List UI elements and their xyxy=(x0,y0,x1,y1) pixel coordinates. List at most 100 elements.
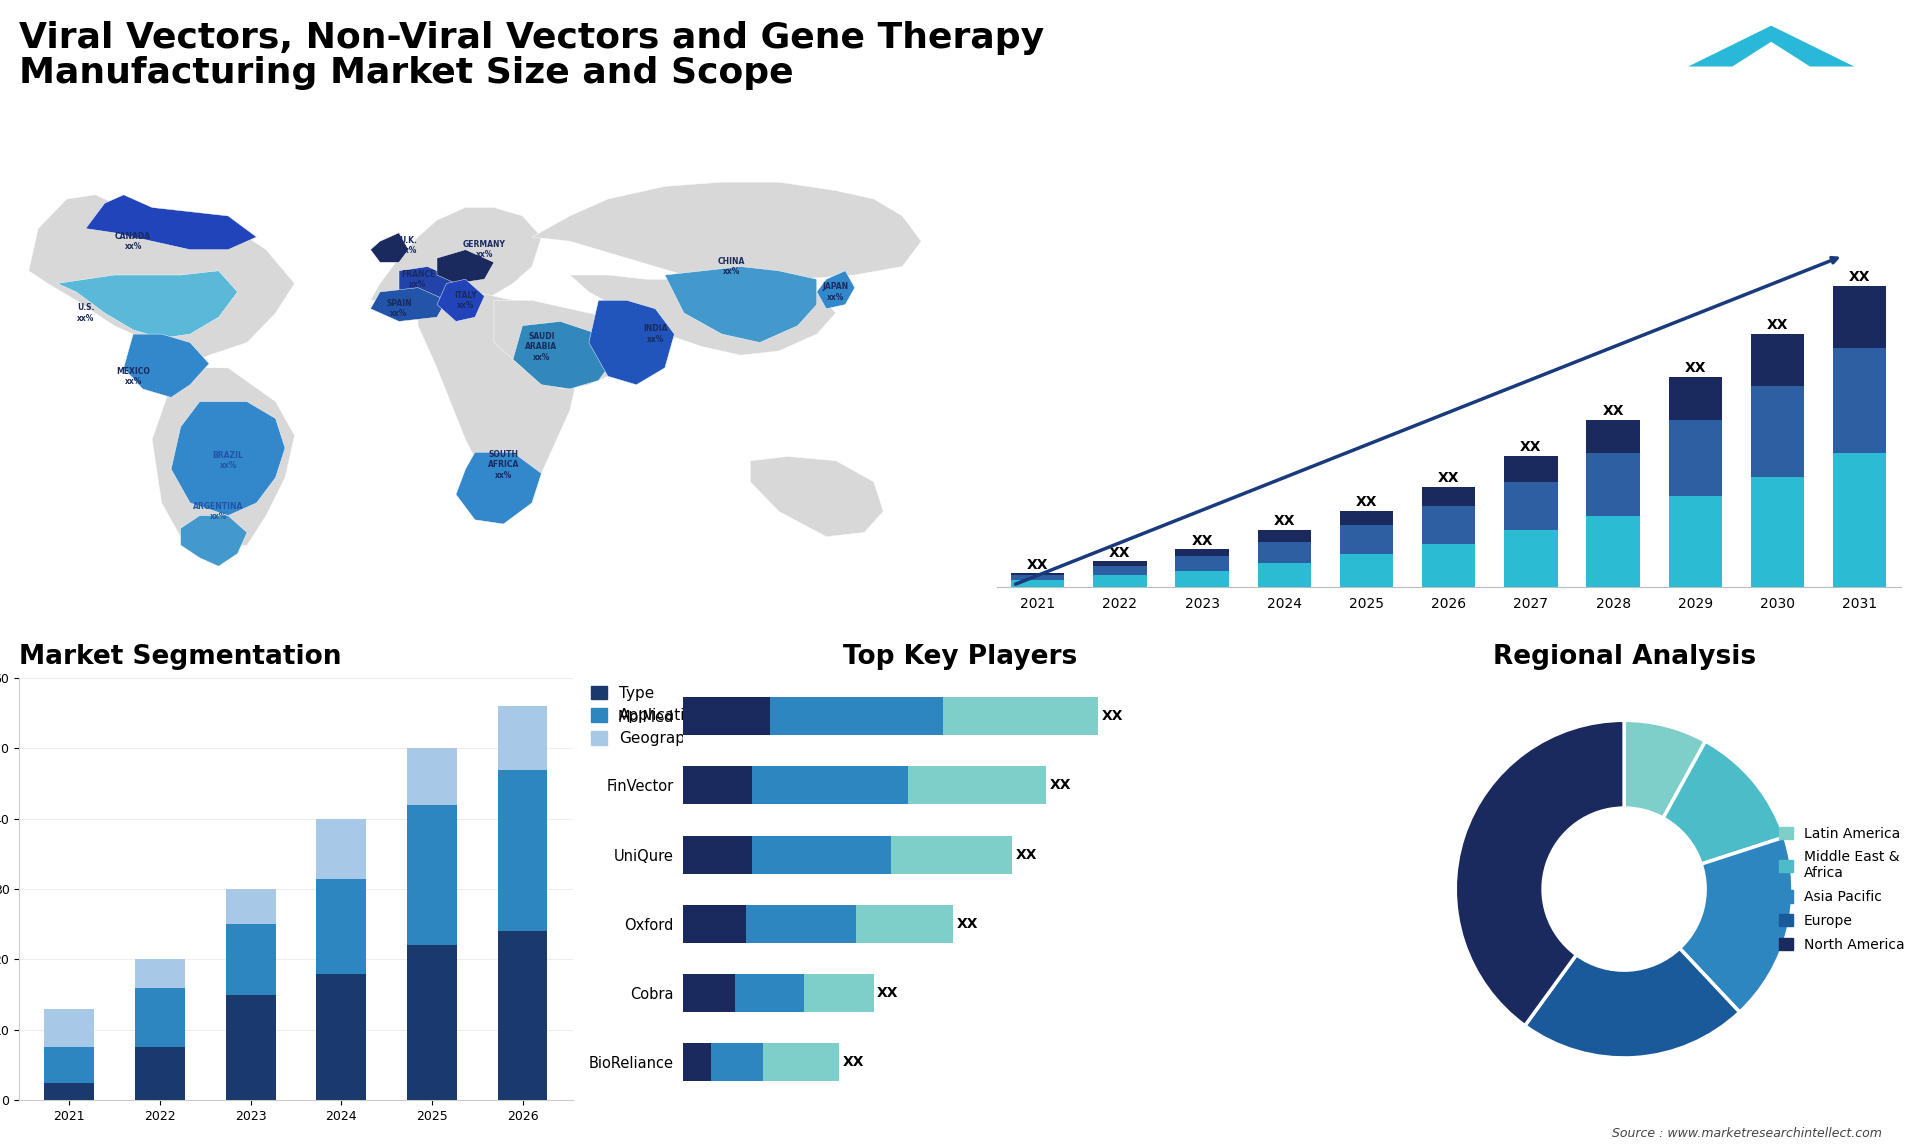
Bar xyxy=(497,706,547,769)
Text: Viral Vectors, Non-Viral Vectors and Gene Therapy: Viral Vectors, Non-Viral Vectors and Gen… xyxy=(19,21,1044,55)
Bar xyxy=(1340,525,1394,554)
Bar xyxy=(1586,419,1640,454)
Wedge shape xyxy=(1624,721,1705,818)
Bar xyxy=(1834,454,1887,588)
Text: XX: XX xyxy=(1356,495,1377,509)
Polygon shape xyxy=(438,250,493,283)
Polygon shape xyxy=(171,401,284,516)
Bar xyxy=(684,835,753,873)
Polygon shape xyxy=(751,456,883,536)
Text: JAPAN
xx%: JAPAN xx% xyxy=(822,282,849,301)
Bar xyxy=(684,1043,710,1081)
Bar xyxy=(227,925,275,995)
Bar xyxy=(762,1043,839,1081)
Bar xyxy=(1340,511,1394,525)
Bar xyxy=(44,1083,94,1100)
Text: CHINA
xx%: CHINA xx% xyxy=(718,257,745,276)
Bar xyxy=(227,889,275,925)
Text: MEXICO
xx%: MEXICO xx% xyxy=(117,367,150,386)
Bar xyxy=(684,767,753,804)
Text: ARGENTINA
xx%: ARGENTINA xx% xyxy=(194,502,244,521)
Polygon shape xyxy=(455,453,541,524)
Bar xyxy=(1751,477,1805,588)
Polygon shape xyxy=(152,368,294,549)
Polygon shape xyxy=(29,195,294,368)
Bar xyxy=(227,995,275,1100)
Bar xyxy=(684,904,745,943)
Text: Manufacturing Market Size and Scope: Manufacturing Market Size and Scope xyxy=(19,56,793,89)
Text: SAUDI
ARABIA
xx%: SAUDI ARABIA xx% xyxy=(526,332,557,362)
Bar xyxy=(1751,386,1805,477)
Bar xyxy=(1503,456,1557,482)
Bar xyxy=(1012,575,1064,580)
Polygon shape xyxy=(513,321,618,388)
Wedge shape xyxy=(1455,721,1624,1026)
Bar xyxy=(684,974,735,1012)
Polygon shape xyxy=(816,270,854,308)
Bar xyxy=(943,697,1098,736)
Polygon shape xyxy=(399,267,455,300)
Bar xyxy=(753,835,891,873)
Text: XX: XX xyxy=(1849,270,1870,284)
Title: Regional Analysis: Regional Analysis xyxy=(1492,644,1755,670)
Bar xyxy=(735,974,804,1012)
Bar xyxy=(317,974,367,1100)
Wedge shape xyxy=(1524,948,1740,1058)
Text: RESEARCH: RESEARCH xyxy=(1836,107,1899,116)
Text: XX: XX xyxy=(1766,319,1788,332)
Polygon shape xyxy=(86,195,257,250)
Text: XX: XX xyxy=(1050,778,1071,792)
Text: ITALY
xx%: ITALY xx% xyxy=(455,291,476,311)
Title: Top Key Players: Top Key Players xyxy=(843,644,1077,670)
Wedge shape xyxy=(1663,741,1786,864)
Bar xyxy=(1092,575,1146,588)
Text: INTELLECT: INTELLECT xyxy=(1836,128,1899,139)
Text: XX: XX xyxy=(1016,848,1037,862)
Text: XX: XX xyxy=(877,986,899,999)
Bar xyxy=(407,945,457,1100)
Bar xyxy=(1834,285,1887,348)
Polygon shape xyxy=(493,300,636,388)
Bar xyxy=(856,904,952,943)
Bar xyxy=(1586,454,1640,516)
Text: XX: XX xyxy=(1110,545,1131,559)
Bar xyxy=(1503,482,1557,529)
Polygon shape xyxy=(1688,25,1855,66)
Bar xyxy=(684,697,770,736)
Polygon shape xyxy=(419,292,580,511)
Bar xyxy=(134,959,184,988)
Bar xyxy=(745,904,856,943)
Legend: Latin America, Middle East &
Africa, Asia Pacific, Europe, North America: Latin America, Middle East & Africa, Asi… xyxy=(1778,826,1905,951)
Polygon shape xyxy=(58,270,238,338)
Polygon shape xyxy=(570,275,835,355)
Polygon shape xyxy=(371,288,447,321)
Bar xyxy=(1258,529,1311,542)
Bar xyxy=(1012,580,1064,588)
Bar xyxy=(1586,516,1640,588)
Bar xyxy=(1668,419,1722,496)
Bar xyxy=(317,879,367,974)
Text: INDIA
xx%: INDIA xx% xyxy=(643,324,668,344)
Bar xyxy=(804,974,874,1012)
Bar xyxy=(134,1047,184,1100)
Polygon shape xyxy=(664,267,816,343)
Text: XX: XX xyxy=(1273,515,1294,528)
Text: XX: XX xyxy=(1521,440,1542,454)
Text: U.S.
xx%: U.S. xx% xyxy=(77,304,94,323)
Text: BRAZIL
xx%: BRAZIL xx% xyxy=(213,452,244,470)
Bar xyxy=(770,697,943,736)
Bar xyxy=(1175,549,1229,556)
Bar xyxy=(1423,507,1475,544)
Bar xyxy=(497,769,547,932)
Text: XX: XX xyxy=(1438,471,1459,486)
Wedge shape xyxy=(1680,837,1793,1012)
Bar xyxy=(44,1047,94,1083)
Text: XX: XX xyxy=(843,1055,864,1069)
Bar xyxy=(1258,542,1311,564)
Bar xyxy=(1092,566,1146,575)
Bar xyxy=(1012,573,1064,575)
Text: FRANCE
xx%: FRANCE xx% xyxy=(401,269,436,289)
Text: MARKET: MARKET xyxy=(1849,84,1899,94)
Bar xyxy=(1423,544,1475,588)
Polygon shape xyxy=(589,300,674,385)
